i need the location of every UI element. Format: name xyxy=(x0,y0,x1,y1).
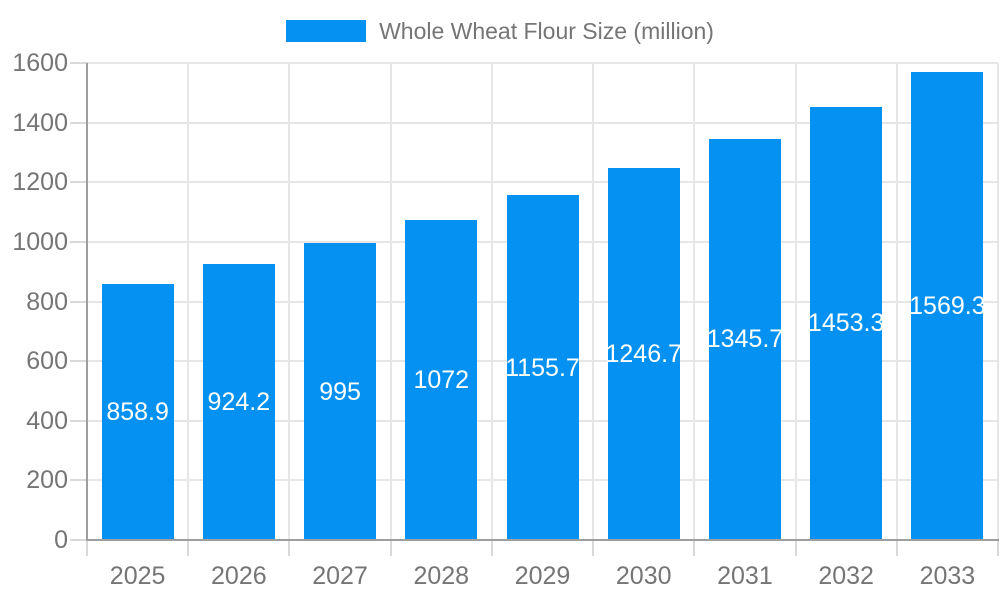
bar-value-label: 1453.3 xyxy=(807,309,885,338)
bar-value-label: 1569.3 xyxy=(909,292,986,321)
x-gridline xyxy=(490,63,493,540)
y-axis-label: 200 xyxy=(26,466,68,495)
y-tick xyxy=(70,121,87,124)
x-gridline xyxy=(895,63,898,540)
y-tick xyxy=(70,181,87,184)
x-tick xyxy=(187,540,190,556)
legend-label: Whole Wheat Flour Size (million) xyxy=(379,17,714,44)
x-tick xyxy=(490,540,493,556)
x-gridline xyxy=(997,63,999,540)
bar-value-label: 858.9 xyxy=(106,397,169,426)
bar[interactable] xyxy=(708,138,781,540)
bar[interactable] xyxy=(304,243,377,540)
bar[interactable] xyxy=(101,283,174,540)
x-gridline xyxy=(693,63,696,540)
x-axis-label: 2027 xyxy=(312,562,368,590)
x-axis-label: 2028 xyxy=(413,562,470,590)
bar-value-label: 1345.7 xyxy=(706,325,784,354)
x-tick xyxy=(389,540,392,556)
x-tick xyxy=(794,540,797,556)
y-tick xyxy=(70,240,87,243)
y-axis-label: 1200 xyxy=(12,168,68,197)
x-gridline xyxy=(288,63,291,540)
x-axis-label: 2032 xyxy=(818,562,874,590)
x-tick xyxy=(592,540,595,556)
bar-value-label: 924.2 xyxy=(207,388,271,417)
x-gridline xyxy=(592,63,595,540)
x-gridline xyxy=(187,63,190,540)
bar-value-label: 1246.7 xyxy=(605,340,682,369)
x-axis-label: 2033 xyxy=(919,562,976,590)
y-axis-label: 800 xyxy=(26,287,68,316)
x-tick xyxy=(86,540,88,556)
bar[interactable] xyxy=(810,106,883,540)
y-gridline xyxy=(87,62,998,64)
x-tick xyxy=(693,540,696,556)
x-gridline xyxy=(389,63,392,540)
y-axis-label: 0 xyxy=(54,526,68,554)
x-axis-label: 2025 xyxy=(109,562,166,590)
bar-value-label: 995 xyxy=(319,377,361,406)
bar[interactable] xyxy=(911,72,984,540)
bar[interactable] xyxy=(607,168,680,540)
legend[interactable]: Whole Wheat Flour Size (million) xyxy=(0,18,1000,44)
x-axis-label: 2030 xyxy=(615,562,672,590)
bar[interactable] xyxy=(202,264,275,540)
bar[interactable] xyxy=(405,220,478,540)
x-tick xyxy=(997,540,999,556)
y-tick xyxy=(70,62,87,64)
y-axis-label: 1000 xyxy=(12,227,68,256)
y-tick xyxy=(70,479,87,482)
x-tick xyxy=(288,540,291,556)
y-axis-line xyxy=(86,63,88,540)
legend-swatch[interactable] xyxy=(286,20,367,42)
y-tick xyxy=(70,539,87,541)
y-axis-label: 1400 xyxy=(12,108,68,137)
bar-value-label: 1072 xyxy=(413,366,470,395)
x-axis-label: 2026 xyxy=(211,562,267,590)
y-axis-label: 1600 xyxy=(12,49,68,77)
y-gridline xyxy=(87,121,998,124)
x-axis-label: 2029 xyxy=(514,562,571,590)
x-gridline xyxy=(794,63,797,540)
y-axis-label: 400 xyxy=(26,406,68,435)
y-tick xyxy=(70,300,87,303)
x-axis-line xyxy=(86,539,999,541)
bar-value-label: 1155.7 xyxy=(505,353,580,382)
y-axis-label: 600 xyxy=(26,347,68,376)
x-axis-label: 2031 xyxy=(717,562,773,590)
y-tick xyxy=(70,419,87,422)
y-tick xyxy=(70,360,87,363)
y-gridline xyxy=(87,181,998,184)
x-tick xyxy=(895,540,898,556)
bar[interactable] xyxy=(506,195,579,540)
